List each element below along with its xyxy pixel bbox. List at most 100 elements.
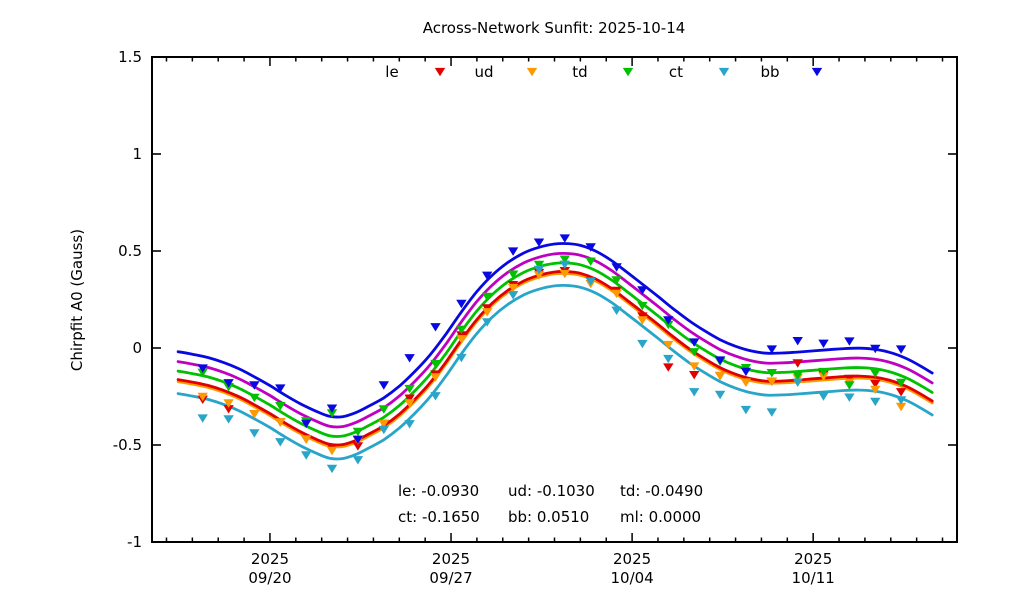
- marker-ud: [223, 399, 234, 408]
- marker-bb: [456, 299, 467, 309]
- y-tick-label: -0.5: [113, 436, 142, 454]
- marker-ud: [766, 377, 777, 386]
- legend: le ud td ct bb: [385, 63, 823, 81]
- marker-bb: [197, 364, 208, 373]
- marker-td: [482, 292, 493, 302]
- marker-ct: [507, 291, 519, 300]
- marker-bb: [249, 381, 260, 390]
- marker-le: [404, 394, 415, 403]
- fit-offset-value: ml: 0.0000: [620, 508, 701, 526]
- marker-ct: [740, 405, 752, 415]
- marker-ud: [456, 335, 467, 344]
- marker-ud: [378, 419, 389, 429]
- legend-marker-td-icon: [622, 67, 634, 77]
- legend-marker-le-icon: [434, 67, 446, 77]
- marker-td: [326, 409, 338, 418]
- marker-ud: [301, 435, 312, 444]
- marker-bb: [663, 316, 674, 325]
- marker-le: [895, 388, 907, 397]
- legend-label: ud: [474, 63, 493, 81]
- marker-ct: [637, 339, 648, 349]
- fit-offsets-annotation: le: -0.0930 ud: -0.1030 td: -0.0490 ct: -0.…: [398, 482, 703, 526]
- marker-td: [895, 378, 907, 388]
- legend-label: ct: [669, 63, 683, 81]
- marker-bb: [792, 337, 803, 346]
- marker-ct: [533, 265, 545, 275]
- marker-td: [533, 260, 545, 270]
- marker-bb: [585, 243, 596, 252]
- marker-le: [663, 363, 674, 372]
- marker-ud: [895, 402, 907, 412]
- marker-td: [275, 402, 286, 411]
- marker-ud: [249, 410, 260, 419]
- marker-ud: [663, 340, 674, 350]
- marker-ct: [456, 353, 467, 363]
- marker-bb: [844, 337, 855, 346]
- marker-ct: [430, 392, 441, 401]
- marker-ud: [637, 316, 648, 325]
- marker-ct: [197, 414, 208, 423]
- marker-bb: [637, 286, 648, 295]
- marker-td: [585, 257, 596, 266]
- marker-bb: [895, 345, 907, 354]
- marker-ct: [301, 451, 312, 460]
- chart-title: Across-Network Sunfit: 2025-10-14: [423, 19, 686, 37]
- marker-ct: [818, 392, 829, 401]
- fit-offset-value: ct: -0.1650: [398, 508, 480, 526]
- legend-label: le: [385, 63, 398, 81]
- marker-ct: [689, 388, 700, 397]
- x-tick-date: 10/04: [610, 569, 653, 587]
- marker-ct: [482, 318, 493, 327]
- marker-ud: [740, 378, 752, 387]
- x-tick-date: 10/11: [792, 569, 835, 587]
- marker-ct: [559, 260, 570, 269]
- marker-ct: [766, 408, 777, 417]
- marker-ud: [326, 446, 338, 456]
- marker-bb: [404, 354, 415, 363]
- y-tick-label: -1: [127, 533, 142, 551]
- curve-le: [176, 270, 934, 447]
- marker-ct: [870, 397, 881, 407]
- legend-marker-ct-icon: [718, 67, 730, 77]
- curve-ct: [176, 283, 934, 461]
- markers-ct: [197, 260, 907, 474]
- marker-bb: [870, 344, 881, 354]
- marker-le: [352, 442, 364, 451]
- marker-le: [870, 379, 881, 389]
- marker-bb: [689, 338, 700, 347]
- marker-ct: [275, 438, 286, 447]
- marker-bb: [275, 384, 286, 393]
- fit-offset-value: le: -0.0930: [398, 482, 479, 500]
- markers-td: [197, 255, 907, 437]
- marker-le: [223, 405, 234, 414]
- marker-td: [559, 255, 570, 264]
- x-tick-year: 2025: [794, 550, 832, 568]
- marker-ud: [870, 385, 881, 395]
- marker-td: [792, 371, 803, 380]
- marker-td: [456, 325, 467, 334]
- marker-bb: [818, 339, 829, 348]
- marker-ud: [430, 373, 441, 382]
- marker-td: [352, 427, 364, 437]
- marker-ct: [611, 306, 622, 315]
- marker-bb: [740, 367, 752, 377]
- marker-bb: [430, 323, 441, 332]
- marker-td: [611, 276, 622, 285]
- marker-ct: [378, 425, 389, 435]
- legend-label: td: [572, 63, 587, 81]
- fit-offset-value: bb: 0.0510: [508, 508, 589, 526]
- x-tick-year: 2025: [251, 550, 289, 568]
- marker-td: [766, 369, 777, 378]
- legend-entry-ud: ud: [474, 63, 538, 81]
- marker-td: [844, 381, 855, 390]
- x-tick-date: 09/20: [248, 569, 291, 587]
- marker-ct: [663, 354, 674, 364]
- marker-bb: [611, 263, 622, 272]
- marker-ct: [326, 464, 338, 474]
- marker-td: [430, 359, 441, 369]
- marker-ud: [818, 372, 829, 381]
- marker-ct: [223, 415, 234, 424]
